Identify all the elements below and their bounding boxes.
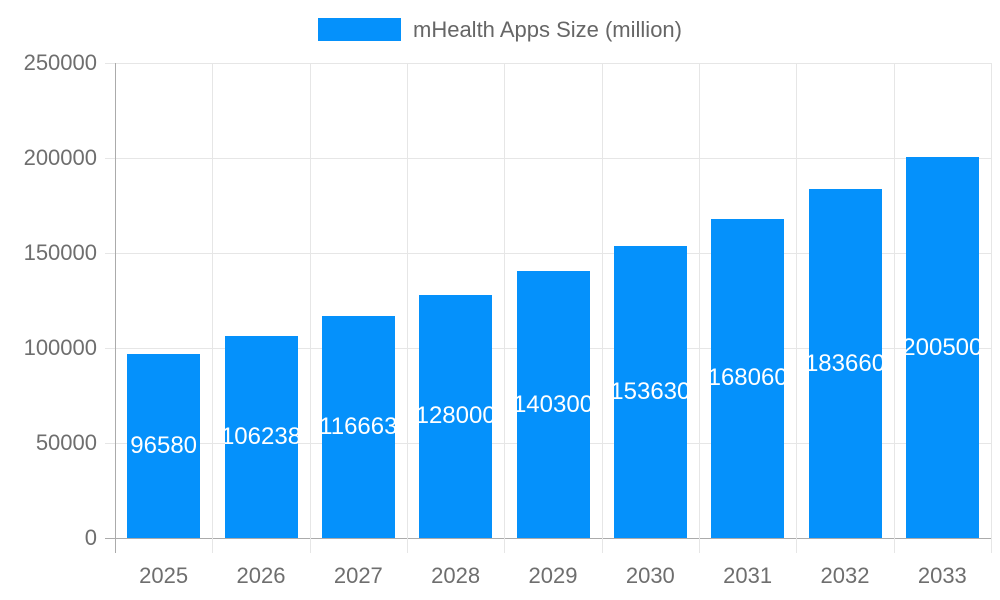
y-tick-label: 50000: [35, 430, 97, 455]
bar: 200500: [905, 157, 979, 538]
x-tick-label: 2029: [528, 563, 578, 588]
bar-value-label: 128000: [419, 402, 493, 430]
x-tick-label: 2030: [625, 563, 675, 588]
gridline-v: [991, 63, 992, 553]
x-tick-label: 2027: [333, 563, 383, 588]
y-tick-label: 0: [84, 525, 97, 550]
bar: 116663: [321, 316, 395, 538]
gridline-v: [504, 63, 506, 553]
legend-label: mHealth Apps Size (million): [413, 17, 682, 42]
bar-value-label: 153630: [613, 378, 687, 406]
gridline-v: [699, 63, 700, 553]
gridline-v: [407, 63, 408, 553]
gridline-v: [309, 63, 311, 553]
gridline-h: [105, 63, 991, 64]
gridline-v: [893, 63, 895, 553]
x-tick-label: 2032: [820, 563, 870, 588]
legend-swatch: [318, 18, 401, 41]
bar: 106238: [224, 336, 298, 538]
bar-value-label: 200500: [905, 333, 979, 361]
gridline-h: [105, 253, 991, 254]
bar: 128000: [419, 294, 493, 538]
y-tick-label: 200000: [23, 145, 97, 170]
plot-area: 0 50000 100000 150000 200000 250000 96580 2025 1…: [24, 50, 992, 588]
bar: 183660: [808, 189, 882, 538]
y-tick-label: 150000: [23, 240, 97, 265]
bar-value-label: 96580: [130, 432, 198, 460]
bar-value-label: 183660: [808, 349, 882, 377]
gridline-v: [601, 63, 603, 553]
gridline-v: [796, 63, 798, 553]
x-tick-label: 2025: [139, 563, 189, 588]
bar: 96580: [127, 354, 201, 538]
x-tick-label: 2026: [236, 563, 286, 588]
bar-value-label: 116663: [321, 413, 395, 441]
y-axis-line: [115, 63, 116, 553]
bar: 168060: [711, 218, 785, 538]
bar-value-label: 168060: [711, 364, 785, 392]
gridline-v: [212, 63, 214, 553]
x-tick-label: 2033: [917, 563, 967, 588]
x-tick-label: 2031: [723, 563, 773, 588]
bar: 140300: [516, 271, 590, 538]
bar-value-label: 140300: [516, 390, 590, 418]
gridline-h: [105, 158, 991, 159]
bar: 153630: [613, 246, 687, 538]
x-tick-label: 2028: [431, 563, 481, 588]
y-tick-label: 250000: [23, 50, 97, 75]
y-tick-label: 100000: [23, 335, 97, 360]
x-axis-line: [105, 538, 991, 539]
legend[interactable]: mHealth Apps Size (million): [0, 18, 1000, 41]
bar-value-label: 106238: [224, 423, 298, 451]
